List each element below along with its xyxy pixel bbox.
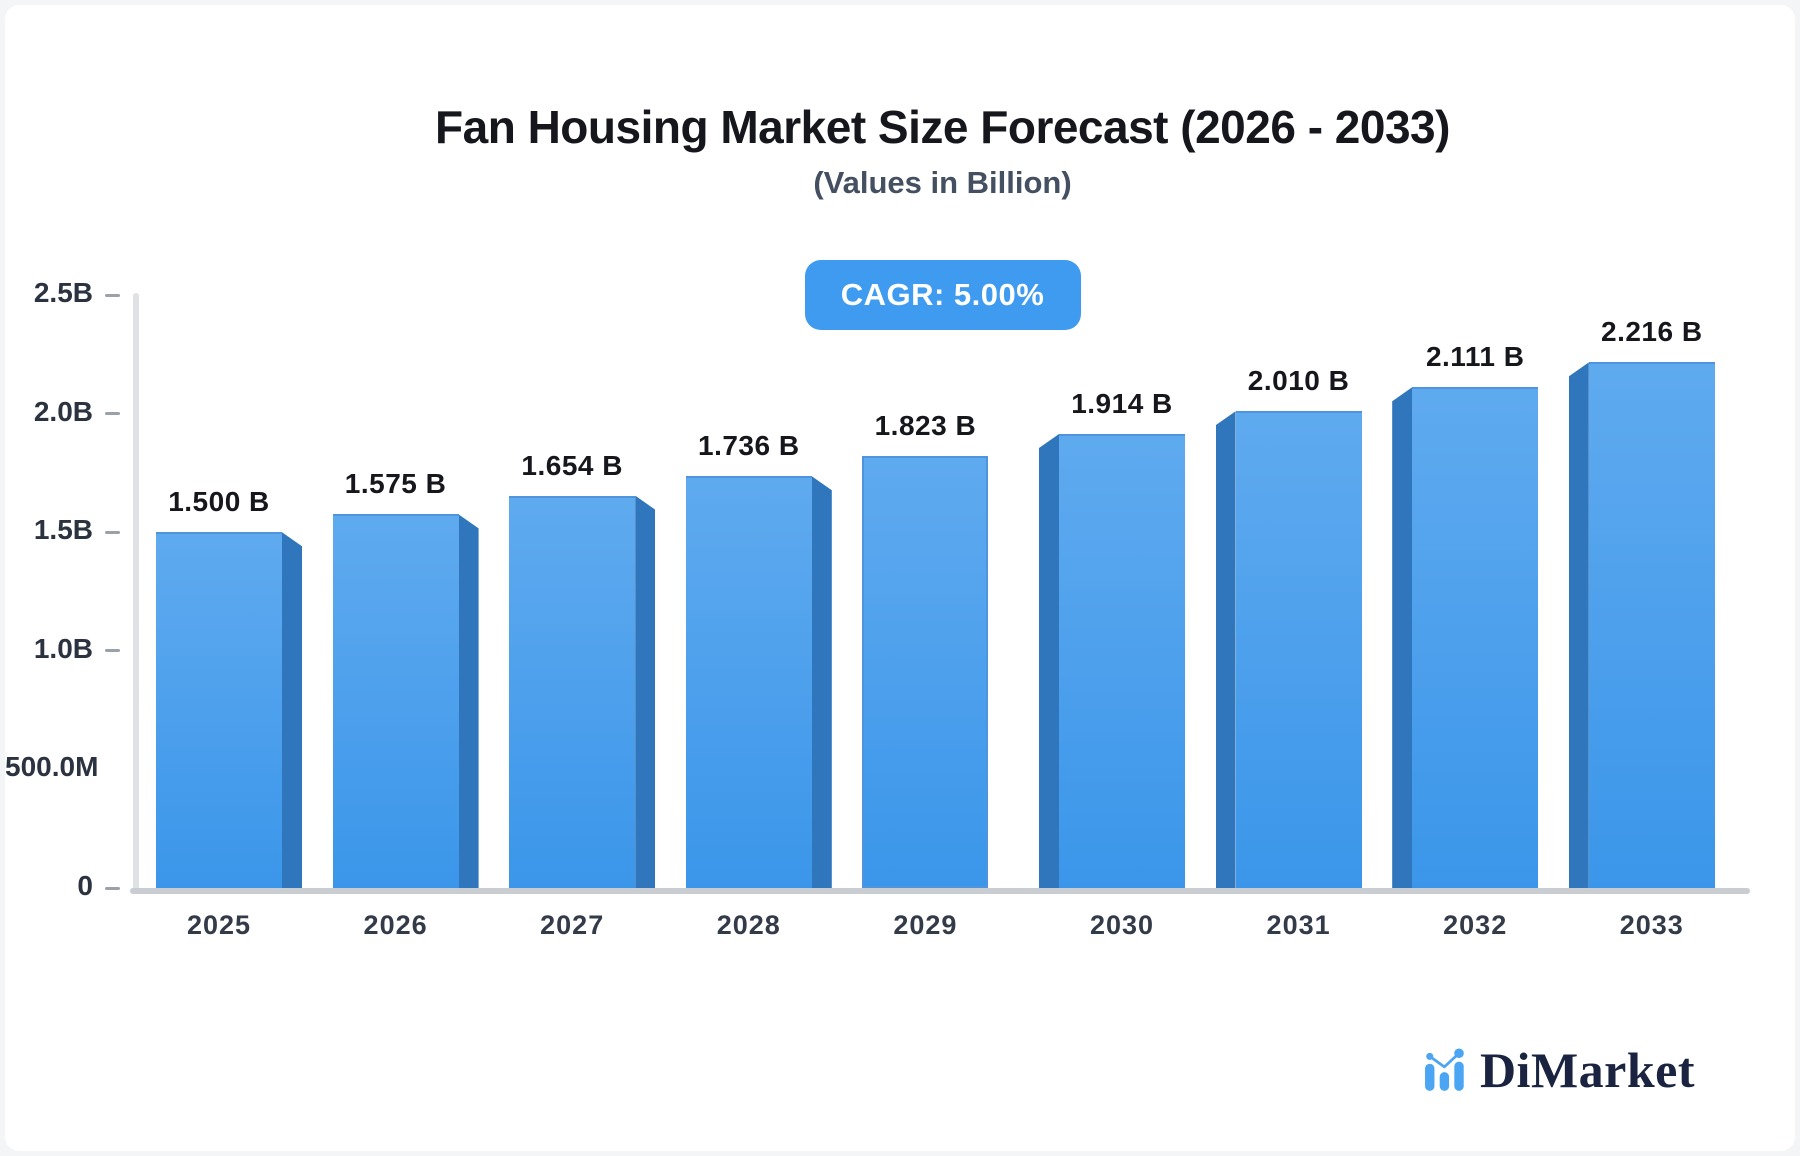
- bar: [862, 455, 989, 888]
- chart-title: Fan Housing Market Size Forecast (2026 -…: [435, 101, 1450, 153]
- x-axis-label: 2029: [893, 910, 958, 940]
- y-axis-label: 0: [77, 870, 93, 901]
- y-axis-tick: [105, 886, 120, 890]
- x-axis-label: 2025: [186, 910, 252, 940]
- x-axis-label: 2032: [1443, 910, 1508, 940]
- y-axis-line: [133, 293, 139, 894]
- bar-3d-side: [635, 495, 656, 888]
- x-axis-label: 2033: [1619, 910, 1684, 940]
- bar-value-label: 2.111 B: [1425, 341, 1525, 373]
- x-axis-baseline: [130, 888, 1750, 894]
- bar: [1588, 362, 1715, 888]
- bar: [685, 476, 812, 888]
- y-axis-label: 1.5B: [33, 514, 93, 546]
- y-axis-label: 1.0B: [33, 632, 93, 664]
- x-axis-label: 2027: [540, 910, 605, 940]
- x-axis-label: 2028: [716, 910, 781, 940]
- y-axis-label: 2.5B: [33, 277, 93, 308]
- bar: [332, 514, 459, 888]
- dimarket-logo: DiMarket: [1424, 1045, 1695, 1095]
- chart-card: Fan Housing Market Size Forecast (2026 -…: [5, 5, 1795, 1151]
- bar-chart-trend-icon: [1424, 1048, 1464, 1091]
- y-axis-label: 2.0B: [33, 395, 93, 427]
- bar-chart-plot-area: 2.5B 2.0B 1.5B 1.0B 500.0M 0 1.500 B 2025 1.575 …: [5, 5, 1800, 1156]
- bar-value-label: 2.216 B: [1601, 316, 1703, 348]
- bar: [1235, 411, 1362, 888]
- y-axis-label: 500.0M: [5, 751, 99, 783]
- bar-value-label: 1.500 B: [168, 486, 270, 518]
- cagr-badge: CAGR: 5.00%: [804, 260, 1081, 330]
- bar-3d-side: [1215, 411, 1236, 888]
- bar-value-label: 1.654 B: [521, 449, 623, 481]
- x-axis-label: 2031: [1266, 910, 1331, 940]
- bar: [1412, 387, 1539, 888]
- bar: [156, 532, 282, 888]
- bar-value-label: 2.010 B: [1247, 365, 1350, 397]
- bar-value-label: 1.736 B: [698, 430, 800, 462]
- bar-value-label: 1.823 B: [874, 409, 977, 441]
- y-axis-tick: [105, 412, 120, 416]
- bar: [1059, 433, 1185, 888]
- bar-value-label: 1.914 B: [1071, 387, 1173, 419]
- y-axis-tick: [105, 530, 120, 534]
- bar-3d-side: [282, 532, 302, 888]
- x-axis-label: 2026: [363, 910, 428, 940]
- bar-3d-side: [1568, 362, 1589, 888]
- bar-value-label: 1.575 B: [344, 468, 447, 500]
- bar-3d-side: [811, 476, 832, 888]
- y-axis-tick: [105, 293, 120, 297]
- bar-3d-side: [1392, 387, 1413, 888]
- y-axis-tick: [105, 649, 120, 653]
- chart-subtitle: (Values in Billion): [813, 165, 1072, 200]
- bar-3d-side: [1039, 433, 1059, 888]
- bar: [509, 495, 636, 888]
- logo-wordmark: DiMarket: [1479, 1042, 1695, 1098]
- x-axis-label: 2030: [1089, 910, 1155, 940]
- bar-3d-side: [458, 514, 479, 888]
